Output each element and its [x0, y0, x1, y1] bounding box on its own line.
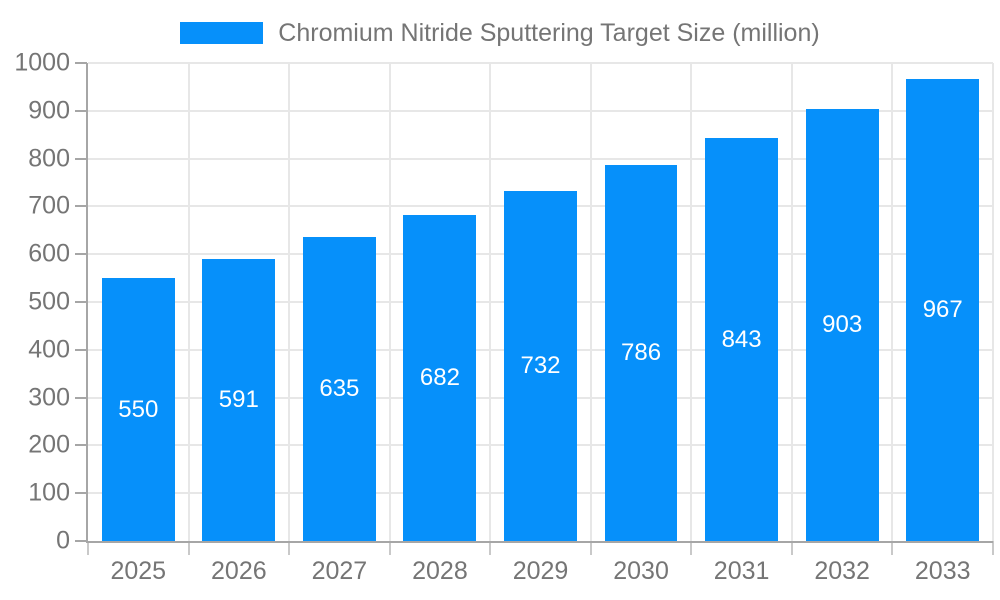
x-axis-tick [187, 541, 190, 555]
y-axis-tick-label: 800 [28, 144, 70, 173]
y-axis-tick-label: 0 [56, 526, 70, 555]
y-axis-tick [75, 157, 87, 160]
y-axis-tick [75, 205, 87, 208]
y-axis-tick [75, 540, 87, 542]
bar-value-label: 843 [721, 325, 762, 353]
x-axis-tick [690, 541, 693, 555]
x-axis-tick-label: 2033 [914, 557, 971, 585]
gridline-horizontal [88, 109, 993, 112]
y-axis-tick-label: 300 [28, 383, 70, 412]
gridline-vertical [288, 63, 291, 541]
bar[interactable] [604, 165, 678, 541]
x-axis-tick [992, 541, 994, 555]
gridline-horizontal [88, 62, 993, 64]
bar[interactable] [302, 237, 376, 541]
y-axis-tick [75, 301, 87, 303]
x-axis-tick [891, 541, 894, 555]
y-axis-tick [75, 253, 87, 256]
y-axis-tick-label: 400 [28, 335, 70, 364]
y-axis-tick-label: 200 [28, 430, 70, 459]
y-axis-tick [75, 444, 87, 447]
y-axis-tick [75, 492, 87, 495]
plot-area: 0 100 200 300 400 500 600 700 800 900 1000 550 2025 5… [14, 50, 994, 585]
y-axis-tick-label: 600 [28, 239, 70, 268]
gridline-horizontal [88, 157, 993, 160]
gridline-vertical [187, 63, 190, 541]
gridline-vertical [891, 63, 894, 541]
bar-value-label: 682 [419, 364, 460, 391]
y-axis-tick [75, 109, 87, 112]
y-axis-tick-label: 500 [28, 287, 70, 316]
y-axis-line [86, 63, 88, 541]
bar-value-label: 732 [520, 352, 561, 380]
y-axis-tick-label: 100 [28, 478, 70, 507]
x-axis-tick-label: 2032 [814, 557, 870, 585]
x-axis-tick [790, 541, 793, 555]
gridline-vertical [489, 63, 492, 541]
legend[interactable]: Chromium Nitride Sputtering Target Size … [0, 18, 1000, 47]
gridline-vertical [388, 63, 391, 541]
y-axis-tick [75, 62, 87, 64]
x-axis-tick [388, 541, 391, 555]
gridline-vertical [790, 63, 793, 541]
bar-value-label: 967 [922, 295, 963, 323]
gridline-vertical [992, 63, 994, 541]
x-axis-tick-label: 2031 [713, 557, 770, 585]
bar[interactable] [403, 215, 477, 541]
y-axis-tick-label: 900 [28, 96, 70, 125]
x-axis-line [86, 541, 993, 543]
bar-value-label: 591 [218, 385, 259, 413]
legend-swatch [180, 22, 264, 44]
bar-value-label: 550 [118, 395, 159, 423]
y-axis-tick-label: 1000 [14, 48, 70, 77]
x-axis-tick [288, 541, 291, 555]
y-axis-tick [75, 348, 87, 351]
y-axis-tick-label: 700 [28, 191, 70, 220]
gridline-vertical [589, 63, 592, 541]
x-axis-tick-label: 2028 [412, 557, 468, 585]
bar[interactable] [906, 78, 980, 541]
x-axis-tick-label: 2027 [311, 557, 368, 585]
gridline-vertical [690, 63, 693, 541]
bar-value-label: 635 [319, 375, 360, 403]
bar[interactable] [202, 258, 276, 541]
bar[interactable] [101, 278, 175, 541]
x-axis-tick-label: 2030 [613, 557, 669, 585]
bar[interactable] [504, 191, 577, 541]
x-axis-tick [489, 541, 492, 555]
bar[interactable] [705, 138, 779, 541]
x-axis-tick-label: 2025 [110, 557, 167, 585]
x-axis-tick [87, 541, 89, 555]
x-axis-tick [589, 541, 592, 555]
x-axis-tick-label: 2026 [211, 557, 267, 585]
bar-value-label: 903 [822, 311, 863, 339]
x-axis-tick-label: 2029 [512, 557, 569, 585]
chart-title: Chromium Nitride Sputtering Target Size … [278, 18, 820, 47]
bar[interactable] [805, 109, 879, 541]
bar-value-label: 786 [621, 339, 662, 367]
y-axis-tick [75, 396, 87, 399]
